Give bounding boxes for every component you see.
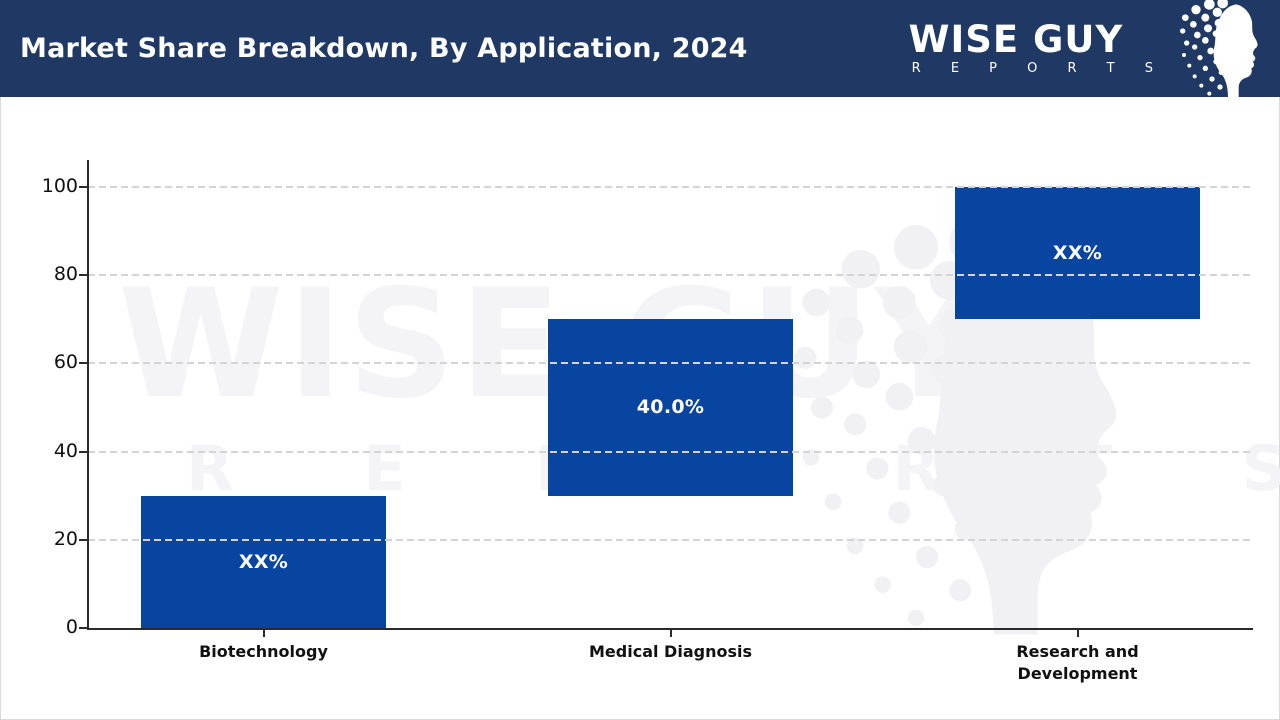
y-tick	[79, 362, 88, 365]
x-category-label: Research and Development	[1016, 642, 1139, 683]
y-tick-label: 100	[41, 175, 78, 197]
x-category-label: Medical Diagnosis	[589, 642, 752, 661]
x-category-label: Biotechnology	[199, 642, 328, 661]
y-tick-label: 40	[53, 439, 78, 462]
gridline-20	[88, 538, 1252, 541]
y-tick	[79, 627, 88, 629]
logo-text: WISE GUY R E P O R T S	[909, 21, 1166, 76]
gridline-60	[88, 362, 1252, 365]
y-tick	[79, 186, 88, 188]
y-tick	[79, 274, 88, 277]
y-tick	[79, 450, 88, 453]
x-tick	[669, 628, 672, 637]
bar-biotechnology: XX%	[141, 495, 386, 628]
wise-guy-reports-logo: WISE GUY R E P O R T S	[909, 0, 1266, 99]
gridline-40	[88, 450, 1252, 453]
y-tick-label: 60	[53, 351, 78, 374]
chart-title: Market Share Breakdown, By Application, …	[20, 33, 748, 64]
logo-reports-label: R E P O R T S	[911, 61, 1166, 76]
y-tick-label: 80	[53, 263, 78, 286]
bar-medical-diagnosis: 40.0%	[548, 319, 793, 496]
bar-value-label: XX%	[238, 550, 289, 573]
x-tick	[1076, 628, 1079, 637]
bar-research-and-development: XX%	[955, 187, 1200, 320]
header-bar: Market Share Breakdown, By Application, …	[0, 0, 1280, 99]
y-axis-line	[87, 160, 89, 630]
y-tick-label: 0	[65, 616, 78, 638]
bar-value-label: 40.0%	[636, 396, 705, 419]
gridline-80	[88, 274, 1252, 277]
y-tick	[79, 538, 88, 541]
x-tick	[262, 628, 265, 637]
y-tick-label: 20	[53, 527, 78, 550]
gridline-100	[88, 186, 1252, 188]
logo-face-icon	[1180, 0, 1258, 98]
logo-wiseguy-label: WISE GUY	[908, 18, 1124, 61]
bar-value-label: XX%	[1052, 242, 1103, 265]
